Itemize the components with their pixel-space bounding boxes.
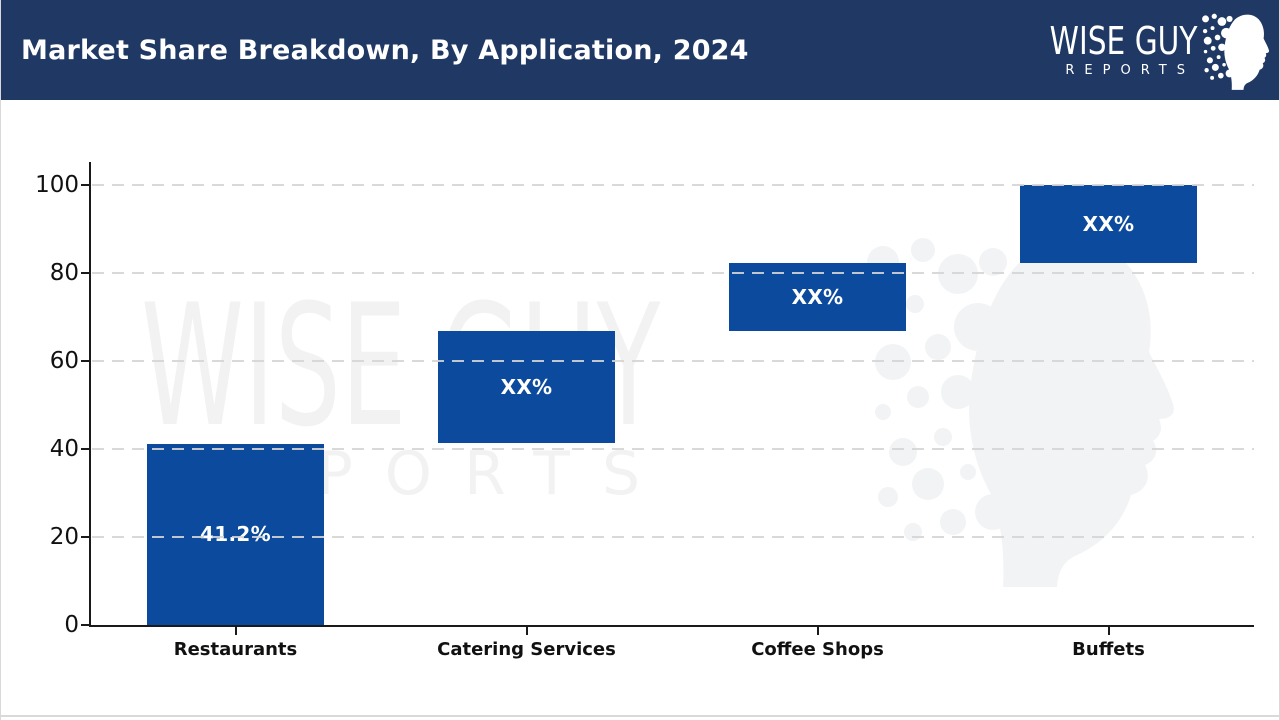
waterfall-bar: XX% — [438, 331, 615, 444]
wiseguy-logo: WISE GUY REPORTS — [1008, 8, 1279, 92]
y-tick-label: 20 — [49, 523, 79, 550]
header-bar: Market Share Breakdown, By Application, … — [1, 0, 1279, 100]
x-tick-mark — [234, 627, 237, 635]
y-tick-mark — [81, 447, 90, 450]
y-tick-label: 60 — [49, 347, 79, 374]
bar-value-label: XX% — [1082, 211, 1135, 236]
y-gridline — [92, 535, 1254, 538]
y-gridline — [92, 359, 1254, 362]
x-tick-mark — [816, 627, 819, 635]
y-tick-label: 0 — [64, 612, 79, 638]
x-category-label: Coffee Shops — [751, 639, 884, 660]
x-category-label: Buffets — [1072, 639, 1145, 660]
x-tick-mark — [1107, 627, 1110, 635]
y-tick-mark — [81, 535, 90, 538]
y-tick-mark — [81, 359, 90, 362]
page-bottom-border — [1, 715, 1279, 717]
x-axis-line — [89, 625, 1254, 627]
logo-wordmark: WISE GUY — [1049, 19, 1197, 63]
bar-value-label: XX% — [791, 285, 844, 310]
y-tick-label: 100 — [35, 171, 79, 198]
y-gridline — [92, 183, 1254, 186]
page-title: Market Share Breakdown, By Application, … — [21, 34, 749, 66]
waterfall-bar: XX% — [729, 262, 906, 332]
y-tick-mark — [81, 624, 90, 626]
wiseguy-logo-text: WISE GUY REPORTS — [1008, 22, 1197, 78]
bar-value-label: XX% — [500, 375, 553, 400]
y-gridline — [92, 447, 1254, 450]
waterfall-bar: XX% — [1020, 184, 1197, 263]
x-tick-mark — [525, 627, 528, 635]
y-gridline — [92, 271, 1254, 274]
waterfall-bar: 41.2% — [147, 443, 324, 625]
y-tick-mark — [81, 183, 90, 186]
logo-subtitle: REPORTS — [1065, 63, 1195, 78]
wiseguy-head-icon — [1202, 13, 1270, 90]
y-tick-label: 80 — [49, 259, 79, 286]
bar-value-label: 41.2% — [200, 522, 271, 547]
x-category-label: Catering Services — [437, 639, 616, 660]
y-tick-mark — [81, 271, 90, 274]
watermark-head-icon — [853, 222, 1183, 587]
y-tick-label: 40 — [49, 435, 79, 462]
x-category-label: Restaurants — [173, 639, 298, 660]
y-axis-line — [89, 162, 91, 627]
